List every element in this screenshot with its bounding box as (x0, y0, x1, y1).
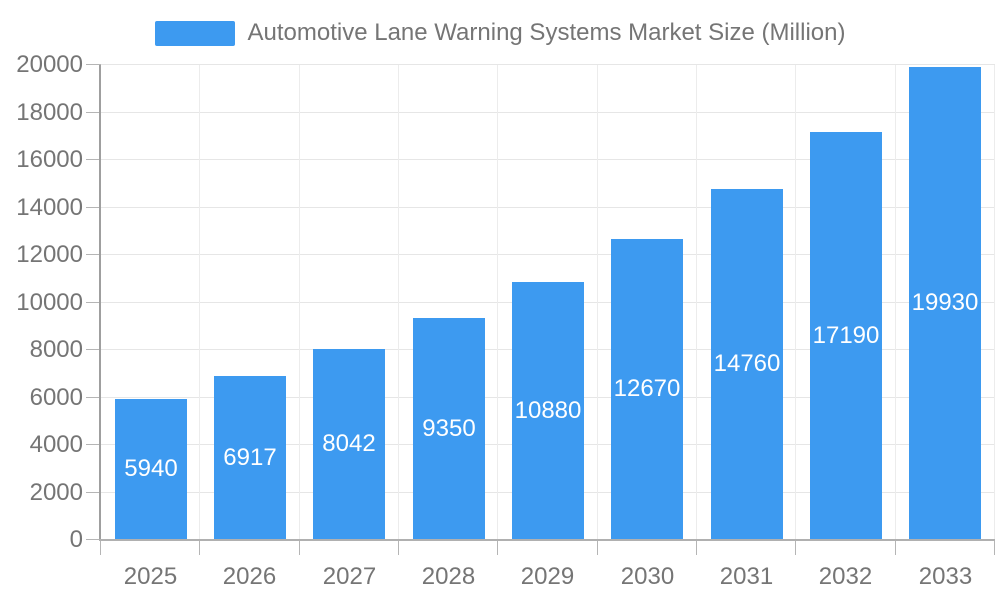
bar-value-label: 8042 (322, 430, 376, 457)
gridline-vertical (199, 65, 200, 540)
x-axis-line (99, 539, 995, 541)
gridline-vertical (696, 65, 697, 540)
y-axis-tick-label: 12000 (16, 241, 83, 268)
gridline-vertical (895, 65, 896, 540)
gridline-vertical (795, 65, 796, 540)
bar-2029: 10880 (512, 282, 584, 539)
y-axis-tick-label: 10000 (16, 289, 83, 316)
y-axis-tick (86, 159, 101, 160)
x-axis-tick-label: 2032 (818, 563, 873, 590)
gridline-vertical (497, 65, 498, 540)
x-axis-tick (497, 540, 498, 555)
bar-value-label: 10880 (514, 396, 582, 424)
y-axis-tick (86, 444, 101, 445)
x-axis-tick (696, 540, 697, 555)
x-axis-tick (795, 540, 796, 555)
legend-swatch (154, 20, 235, 46)
bar-2027: 8042 (313, 349, 385, 539)
bar-value-label: 6917 (223, 443, 277, 471)
bar-2033: 19930 (909, 67, 981, 539)
bar-2030: 12670 (611, 239, 683, 539)
y-axis-tick-label: 8000 (29, 336, 83, 363)
x-axis-tick-label: 2033 (918, 563, 973, 590)
gridline-vertical (398, 65, 399, 540)
bar-2028: 9350 (413, 318, 485, 539)
gridline-vertical (299, 65, 300, 540)
legend-label: Automotive Lane Warning Systems Market S… (247, 19, 846, 46)
x-axis-tick (994, 540, 995, 555)
bar-value-label: 19930 (911, 289, 979, 316)
x-axis-tick (199, 540, 200, 555)
bar-value-label: 12670 (613, 375, 681, 402)
y-axis-tick-label: 20000 (16, 51, 83, 78)
y-axis-tick (86, 254, 101, 255)
gridline-vertical (994, 65, 995, 540)
x-axis-tick-label: 2029 (520, 563, 575, 590)
bar-value-label: 5940 (124, 455, 178, 482)
y-axis-tick (86, 64, 101, 65)
y-axis-tick-label: 6000 (29, 384, 83, 411)
y-axis-tick-label: 0 (69, 526, 83, 553)
y-axis-tick-label: 18000 (16, 99, 83, 126)
y-axis-tick-label: 16000 (16, 146, 83, 173)
x-axis-tick-label: 2025 (123, 563, 178, 590)
x-axis-tick (895, 540, 896, 555)
x-axis-tick-label: 2031 (719, 563, 774, 590)
gridline-horizontal (101, 159, 995, 160)
bar-2032: 17190 (810, 132, 882, 539)
x-axis-tick-label: 2026 (222, 563, 277, 590)
bar-2031: 14760 (711, 189, 783, 539)
x-axis-tick-label: 2030 (620, 563, 675, 590)
bar-value-label: 17190 (812, 321, 880, 349)
y-axis-tick (86, 349, 101, 350)
bar-value-label: 14760 (713, 350, 781, 377)
x-axis-tick-label: 2028 (421, 563, 476, 590)
gridline-horizontal (101, 254, 995, 255)
bar-2025: 5940 (115, 399, 187, 539)
y-axis-tick (86, 112, 101, 113)
y-axis-tick (86, 207, 101, 208)
x-axis-tick (299, 540, 300, 555)
y-axis-tick-label: 14000 (16, 194, 83, 221)
gridline-vertical (597, 65, 598, 540)
gridline-horizontal (101, 207, 995, 208)
x-axis-tick-label: 2027 (322, 563, 377, 590)
y-axis-tick-label: 2000 (29, 479, 83, 506)
gridline-horizontal (101, 112, 995, 113)
x-axis-tick (597, 540, 598, 555)
y-axis-line (99, 65, 101, 540)
chart-legend-item[interactable]: Automotive Lane Warning Systems Market S… (0, 19, 1000, 47)
y-axis-tick-label: 4000 (29, 431, 83, 458)
x-axis-tick (398, 540, 399, 555)
gridline-horizontal (101, 64, 995, 65)
y-axis-tick (86, 397, 101, 398)
bar-value-label: 9350 (422, 414, 476, 442)
bar-2026: 6917 (214, 376, 286, 539)
x-axis-tick (100, 540, 101, 555)
y-axis-tick (86, 539, 101, 540)
y-axis-tick (86, 302, 101, 303)
y-axis-tick (86, 492, 101, 493)
